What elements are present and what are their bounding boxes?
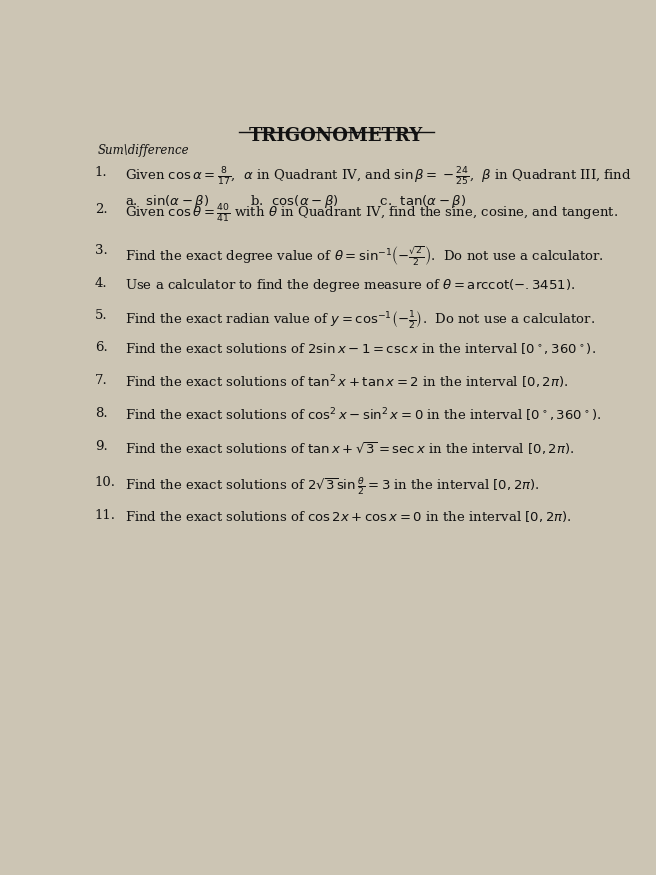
Text: 1.: 1. (94, 165, 108, 178)
Text: 7.: 7. (94, 374, 108, 387)
Text: Find the exact solutions of $2\sqrt{3}\sin\frac{\theta}{2} = 3$ in the interval : Find the exact solutions of $2\sqrt{3}\s… (125, 476, 540, 497)
Text: 3.: 3. (94, 244, 108, 257)
Text: TRIGONOMETRY: TRIGONOMETRY (249, 127, 423, 144)
Text: Given $\cos\theta = \frac{40}{41}$ with $\theta$ in Quadrant IV, find the sine, : Given $\cos\theta = \frac{40}{41}$ with … (125, 203, 618, 225)
Text: Use a calculator to find the degree measure of $\theta = \mathrm{arccot}(-.3451): Use a calculator to find the degree meas… (125, 276, 575, 294)
Text: 5.: 5. (94, 309, 108, 322)
Text: 8.: 8. (94, 407, 108, 420)
Text: 6.: 6. (94, 340, 108, 354)
Text: Find the exact degree value of $\theta = \sin^{-1}\!\left(-\frac{\sqrt{2}}{2}\ri: Find the exact degree value of $\theta =… (125, 244, 604, 268)
Text: Find the exact solutions of $2\sin x - 1 = \csc x$ in the interval $[0^\circ, 36: Find the exact solutions of $2\sin x - 1… (125, 340, 596, 356)
Text: 9.: 9. (94, 440, 108, 453)
Text: 4.: 4. (94, 276, 108, 290)
Text: Find the exact solutions of $\tan x + \sqrt{3} = \sec x$ in the interval $[0, 2\: Find the exact solutions of $\tan x + \s… (125, 440, 575, 457)
Text: Find the exact solutions of $\tan^2 x + \tan x = 2$ in the interval $[0, 2\pi)$.: Find the exact solutions of $\tan^2 x + … (125, 374, 569, 391)
Text: Find the exact solutions of $\cos^2 x - \sin^2 x = 0$ in the interval $[0^\circ,: Find the exact solutions of $\cos^2 x - … (125, 407, 602, 424)
Text: 11.: 11. (94, 509, 115, 522)
Text: Find the exact radian value of $y = \cos^{-1}\!\left(-\frac{1}{2}\right)$.  Do n: Find the exact radian value of $y = \cos… (125, 309, 596, 331)
Text: 2.: 2. (94, 203, 108, 216)
Text: Find the exact solutions of $\cos 2x + \cos x = 0$ in the interval $[0, 2\pi)$.: Find the exact solutions of $\cos 2x + \… (125, 509, 572, 524)
Text: a.  $\sin(\alpha-\beta)$          b.  $\cos(\alpha-\beta)$          c.  $\tan(\a: a. $\sin(\alpha-\beta)$ b. $\cos(\alpha-… (125, 192, 466, 210)
Text: 10.: 10. (94, 476, 115, 488)
Text: Given $\cos\alpha = \frac{8}{17}$,  $\alpha$ in Quadrant IV, and $\sin\beta = -\: Given $\cos\alpha = \frac{8}{17}$, $\alp… (125, 165, 632, 188)
Text: Sum\difference: Sum\difference (97, 144, 189, 158)
